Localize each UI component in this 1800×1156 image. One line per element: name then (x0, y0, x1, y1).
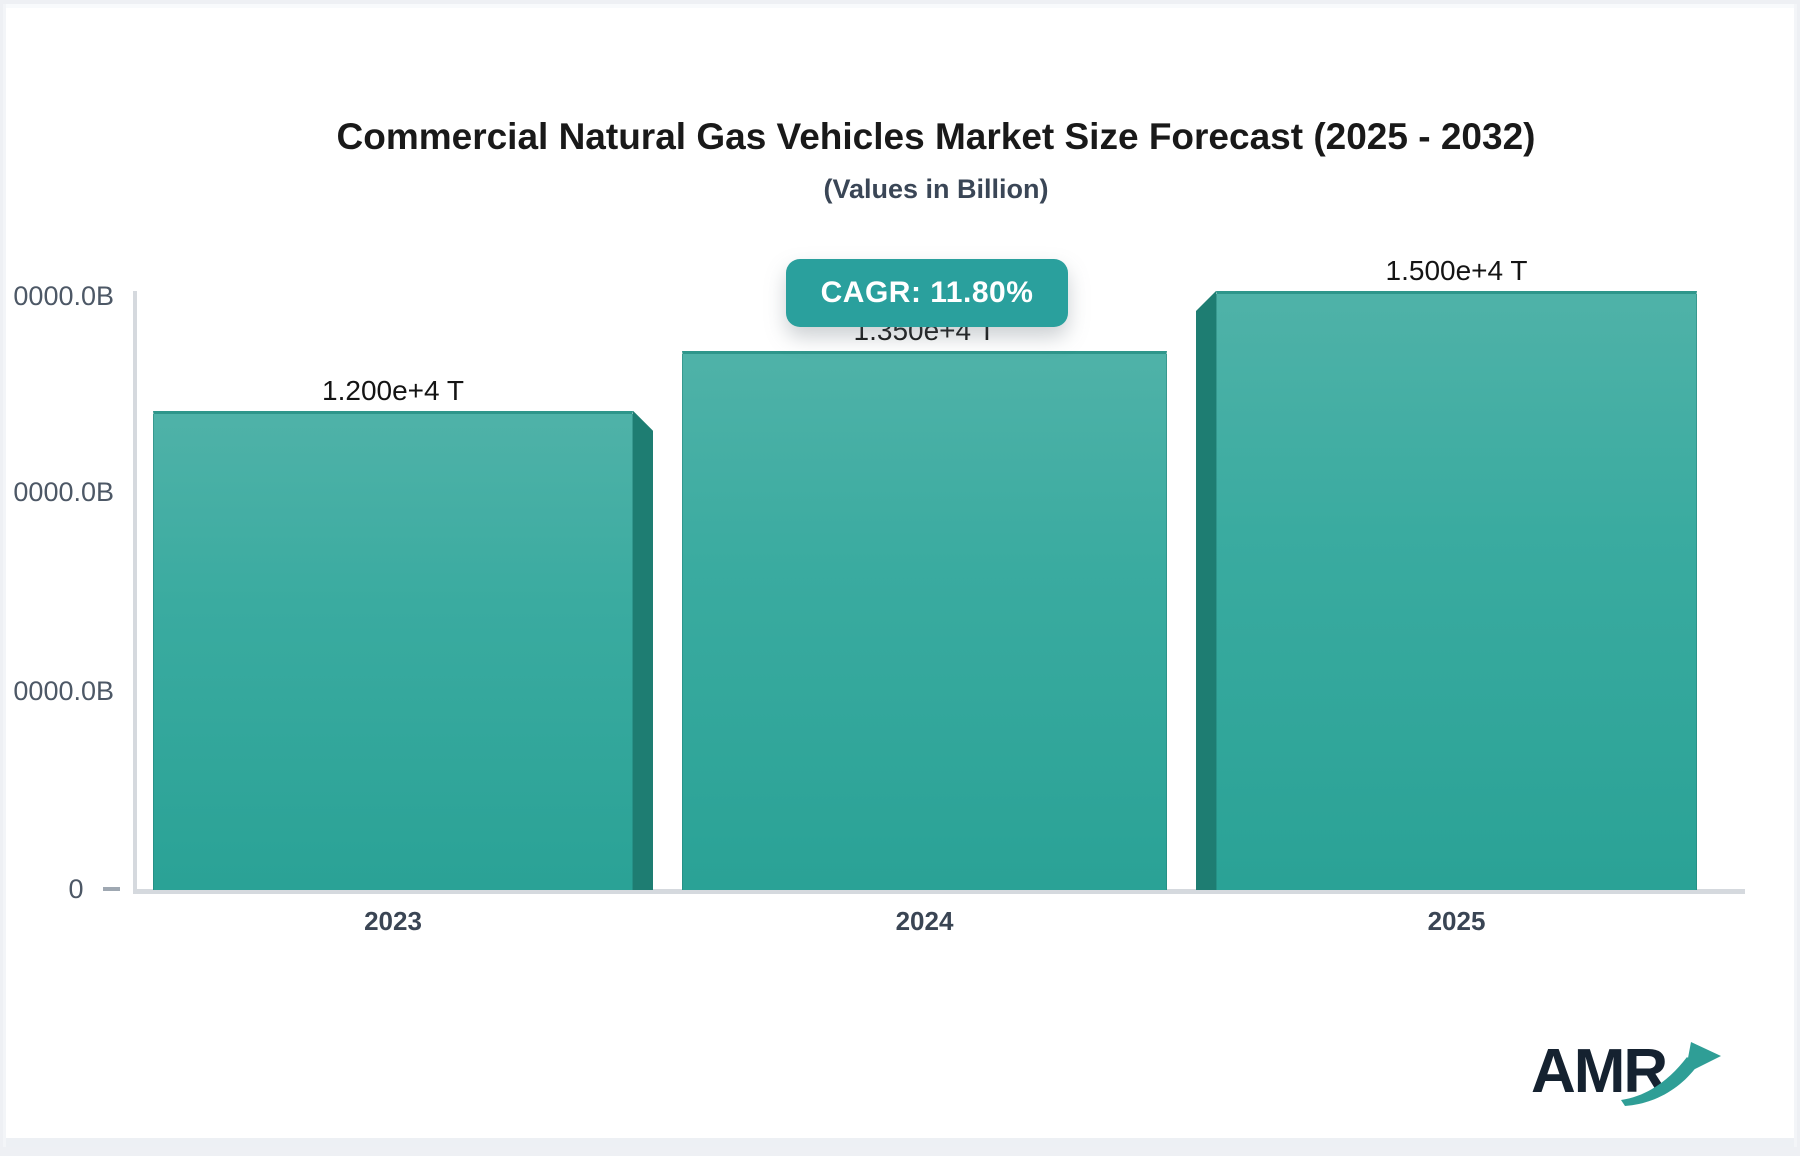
x-axis-line (133, 889, 1745, 894)
y-axis-line (133, 291, 137, 893)
plot-area: 0000.0B 0000.0B 0000.0B 0 1.200e+4 T 2023… (3, 4, 1797, 1147)
chart-subtitle: (Values in Billion) (823, 174, 1049, 204)
bar-2025 (1216, 291, 1697, 890)
bar-2023 (153, 410, 633, 890)
x-axis-label-2025: 2025 (1427, 906, 1486, 936)
chart-title: Commercial Natural Gas Vehicles Market S… (336, 116, 1536, 157)
bar-value-label-2023: 1.200e+4 T (322, 374, 464, 406)
y-tick-label: 0000.0B (13, 676, 114, 706)
page-edge-left (3, 4, 6, 1147)
page-edge-bottom (3, 1138, 1797, 1147)
cagr-badge: CAGR: 11.80% (786, 259, 1068, 327)
bar-2024 (682, 350, 1167, 890)
y-tick-label: 0000.0B (13, 477, 114, 507)
cagr-badge-label: CAGR: 11.80% (820, 276, 1034, 309)
y-tick-label: 0000.0B (13, 281, 114, 311)
bar-value-label-2025: 1.500e+4 T (1385, 255, 1528, 286)
x-axis-label-2024: 2024 (895, 906, 954, 936)
bar-3d-side-2023 (633, 410, 653, 890)
growth-arrow-icon (1621, 1042, 1721, 1106)
page-edge-top (3, 4, 1797, 8)
x-axis-label-2023: 2023 (364, 906, 422, 936)
zero-tick-mark (103, 887, 120, 891)
bar-3d-side-2025 (1196, 291, 1216, 890)
y-tick-label-zero: 0 (68, 874, 84, 904)
amr-logo: AMR (1523, 1030, 1723, 1120)
chart-card: Commercial Natural Gas Vehicles Market S… (3, 4, 1797, 1147)
page-edge-right (1794, 4, 1797, 1147)
